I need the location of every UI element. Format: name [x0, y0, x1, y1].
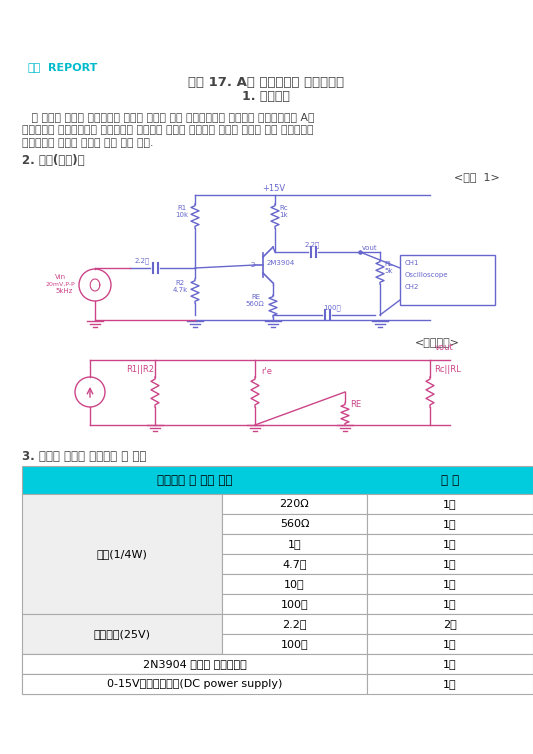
FancyBboxPatch shape [367, 574, 533, 594]
Text: Oscilloscope: Oscilloscope [405, 272, 448, 278]
FancyBboxPatch shape [367, 494, 533, 514]
Text: 1대: 1대 [443, 679, 457, 689]
Text: +15V: +15V [262, 184, 285, 193]
Text: 2개: 2개 [443, 619, 457, 629]
Text: 1. 실험목적: 1. 실험목적 [242, 90, 290, 103]
Text: 0-15V직유전원장치(DC power supply): 0-15V직유전원장치(DC power supply) [107, 679, 282, 689]
Text: 20mV,P-P: 20mV,P-P [45, 282, 75, 287]
FancyBboxPatch shape [367, 674, 533, 694]
Text: 2.2㎌: 2.2㎌ [305, 241, 320, 247]
Text: REPORT: REPORT [48, 63, 98, 73]
Text: 5k: 5k [384, 268, 392, 274]
Text: 1개: 1개 [443, 559, 457, 569]
Text: r'e: r'e [261, 367, 272, 376]
Text: 220Ω: 220Ω [280, 499, 309, 509]
FancyBboxPatch shape [222, 614, 367, 634]
FancyBboxPatch shape [367, 594, 533, 614]
Text: 560Ω: 560Ω [245, 301, 264, 307]
FancyBboxPatch shape [22, 674, 222, 694]
Text: 10k: 10k [175, 212, 188, 218]
FancyBboxPatch shape [22, 654, 367, 674]
Text: vout: vout [435, 343, 454, 352]
Text: Rc||RL: Rc||RL [434, 365, 461, 374]
Text: 10㏀: 10㏀ [284, 579, 305, 589]
Text: <등가회로>: <등가회로> [415, 338, 460, 348]
Text: 1개: 1개 [443, 519, 457, 529]
Text: 1㏀: 1㏀ [288, 539, 301, 549]
Text: 이 실험의 목적은 입력신호의 한주기 전체에 걸쳐 컬렉터전류가 흐르도록 바이어스되는 A급: 이 실험의 목적은 입력신호의 한주기 전체에 걸쳐 컬렉터전류가 흐르도록 바… [28, 112, 314, 122]
FancyBboxPatch shape [222, 514, 367, 534]
FancyBboxPatch shape [367, 634, 533, 654]
Text: Rc: Rc [279, 205, 288, 211]
Text: R1: R1 [177, 205, 186, 211]
Text: R1||R2: R1||R2 [126, 365, 154, 374]
FancyBboxPatch shape [222, 634, 367, 654]
FancyBboxPatch shape [22, 614, 222, 654]
FancyBboxPatch shape [367, 654, 533, 674]
Text: 2.2㎌: 2.2㎌ [282, 619, 307, 629]
Text: RL: RL [384, 261, 393, 267]
Text: 100㏀: 100㏀ [281, 599, 308, 609]
FancyBboxPatch shape [222, 594, 367, 614]
Text: 갯 수: 갯 수 [441, 474, 459, 486]
Text: 2M3904: 2M3904 [267, 260, 295, 266]
FancyBboxPatch shape [22, 466, 533, 494]
FancyBboxPatch shape [22, 674, 367, 694]
Text: 저항(1/4W): 저항(1/4W) [96, 549, 148, 559]
Text: 2: 2 [251, 262, 255, 268]
Text: RE: RE [251, 294, 260, 300]
Text: 실험 17. A급 공동이미터 전력증폭기: 실험 17. A급 공동이미터 전력증폭기 [188, 76, 344, 90]
Text: 560Ω: 560Ω [280, 519, 309, 529]
Text: 3. 실험에 사용된 소요부품 및 장비: 3. 실험에 사용된 소요부품 및 장비 [22, 450, 147, 463]
Text: 공동이미터 전력증폭기의 동작특성을 알아보고 이러한 증폭기의 입력의 변화에 따라 출력파형이: 공동이미터 전력증폭기의 동작특성을 알아보고 이러한 증폭기의 입력의 변화에… [22, 125, 313, 135]
FancyBboxPatch shape [367, 554, 533, 574]
Text: 4.7㏀: 4.7㏀ [282, 559, 307, 569]
Text: 100㎌: 100㎌ [281, 639, 308, 649]
Text: 결과: 결과 [28, 63, 41, 73]
Text: 1개: 1개 [443, 659, 457, 669]
Text: 5kHz: 5kHz [55, 288, 72, 294]
Text: 1개: 1개 [443, 579, 457, 589]
Text: 100㎌: 100㎌ [323, 304, 341, 311]
Text: CH2: CH2 [405, 284, 419, 290]
Text: <그림  1>: <그림 1> [454, 172, 500, 182]
FancyBboxPatch shape [222, 494, 367, 514]
Text: 캐패시터(25V): 캐패시터(25V) [93, 629, 150, 639]
Text: 2.2㎌: 2.2㎌ [135, 257, 150, 264]
FancyBboxPatch shape [367, 534, 533, 554]
Text: 2. 배선(회로)도: 2. 배선(회로)도 [22, 154, 85, 167]
Text: 1k: 1k [279, 212, 288, 218]
Text: 1개: 1개 [443, 639, 457, 649]
FancyBboxPatch shape [222, 574, 367, 594]
Text: 4.7k: 4.7k [173, 287, 188, 293]
FancyBboxPatch shape [22, 654, 222, 674]
Text: 1개: 1개 [443, 499, 457, 509]
FancyBboxPatch shape [367, 514, 533, 534]
Text: Vin: Vin [55, 274, 66, 280]
Text: 1개: 1개 [443, 539, 457, 549]
Text: 소요부품 및 장비 이름: 소요부품 및 장비 이름 [157, 474, 232, 486]
Text: 2N3904 실리콘 트랜지스터: 2N3904 실리콘 트랜지스터 [143, 659, 246, 669]
FancyBboxPatch shape [367, 614, 533, 634]
Text: 클리핑되는 현상을 분석해 보는 곳에 있다.: 클리핑되는 현상을 분석해 보는 곳에 있다. [22, 138, 154, 148]
Text: R2: R2 [175, 280, 184, 286]
Text: RE: RE [350, 400, 361, 409]
FancyBboxPatch shape [222, 534, 367, 554]
Text: CH1: CH1 [405, 260, 419, 266]
FancyBboxPatch shape [22, 494, 222, 614]
Text: vout: vout [362, 245, 377, 251]
Text: 1개: 1개 [443, 599, 457, 609]
FancyBboxPatch shape [222, 554, 367, 574]
